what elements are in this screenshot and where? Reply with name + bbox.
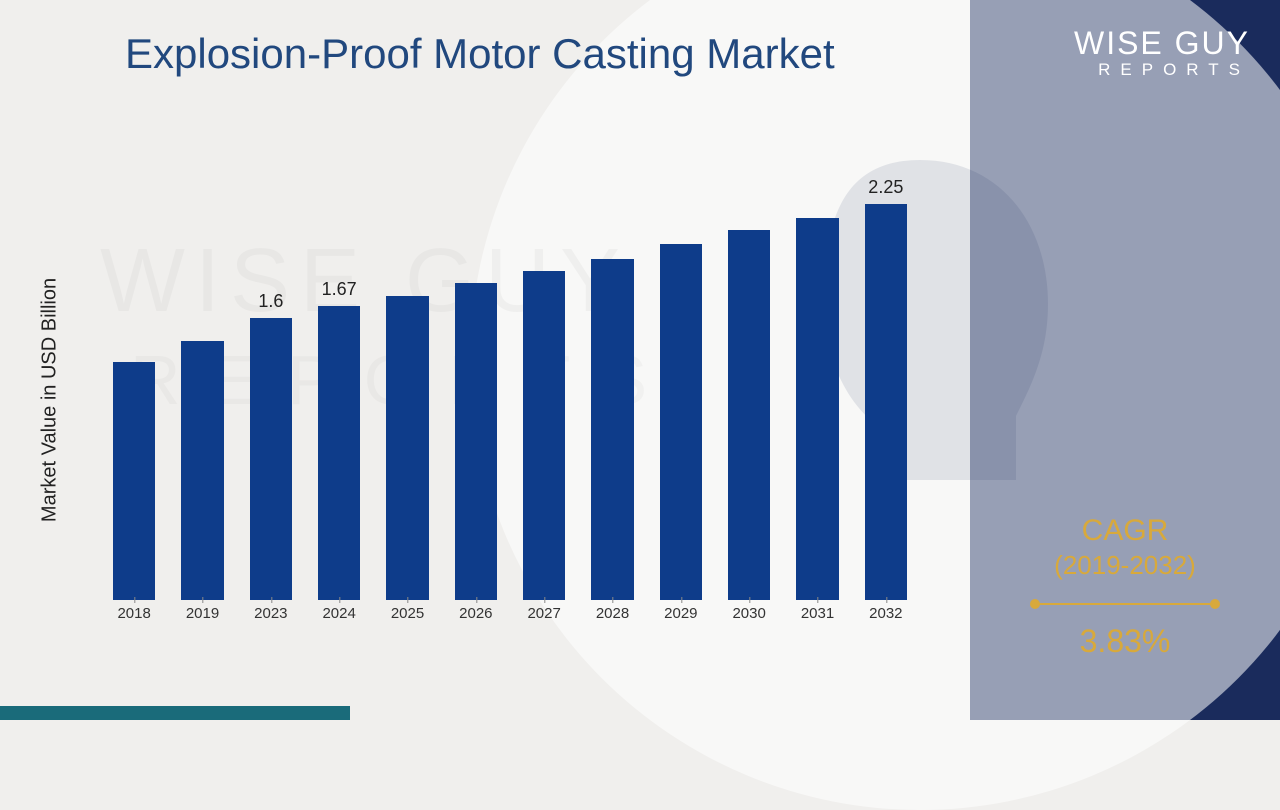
bar-value-label: 1.6 <box>258 291 283 312</box>
x-tick-label: 2028 <box>596 605 629 622</box>
bar-value-label: 2.25 <box>868 177 903 198</box>
bar <box>250 318 292 600</box>
cagr-value: 3.83% <box>1010 623 1240 660</box>
x-tick-label: 2019 <box>186 605 219 622</box>
bar <box>728 230 770 600</box>
bar <box>660 244 702 600</box>
x-tick-label: 2027 <box>527 605 560 622</box>
x-tick-label: 2026 <box>459 605 492 622</box>
cagr-label: CAGR <box>1010 514 1240 548</box>
cagr-divider-line <box>1035 603 1215 605</box>
bar <box>386 296 428 600</box>
plot-area: 1.6 1.67 2.25 <box>100 160 920 600</box>
x-tick-label: 2030 <box>732 605 765 622</box>
cagr-block: CAGR (2019-2032) 3.83% <box>1010 514 1240 660</box>
y-axis-label: Market Value in USD Billion <box>39 278 62 522</box>
x-tick-label: 2025 <box>391 605 424 622</box>
bar <box>523 271 565 600</box>
bar <box>591 259 633 600</box>
x-tick-label: 2023 <box>254 605 287 622</box>
bar <box>455 283 497 600</box>
x-tick-label: 2029 <box>664 605 697 622</box>
x-tick-label: 2024 <box>322 605 355 622</box>
bottom-accent-bar <box>0 706 350 720</box>
bar <box>796 218 838 600</box>
bar <box>113 362 155 600</box>
logo-main-text: WISE GUY <box>1074 25 1250 62</box>
chart-area: Market Value in USD Billion 1.61.672.25 … <box>60 160 920 640</box>
logo: WISE GUY REPORTS <box>1074 25 1250 80</box>
x-tick-label: 2032 <box>869 605 902 622</box>
bar <box>181 341 223 600</box>
cagr-period: (2019-2032) <box>1010 550 1240 581</box>
bar <box>318 306 360 600</box>
bar <box>865 204 907 600</box>
x-tick-label: 2018 <box>117 605 150 622</box>
chart-title: Explosion-Proof Motor Casting Market <box>125 30 835 78</box>
bar-value-label: 1.67 <box>322 279 357 300</box>
x-axis: 2018 2019 2023 2024 2025 2026 2027 2028 2029 2030… <box>100 600 920 640</box>
logo-sub-text: REPORTS <box>1074 60 1250 80</box>
x-tick-label: 2031 <box>801 605 834 622</box>
